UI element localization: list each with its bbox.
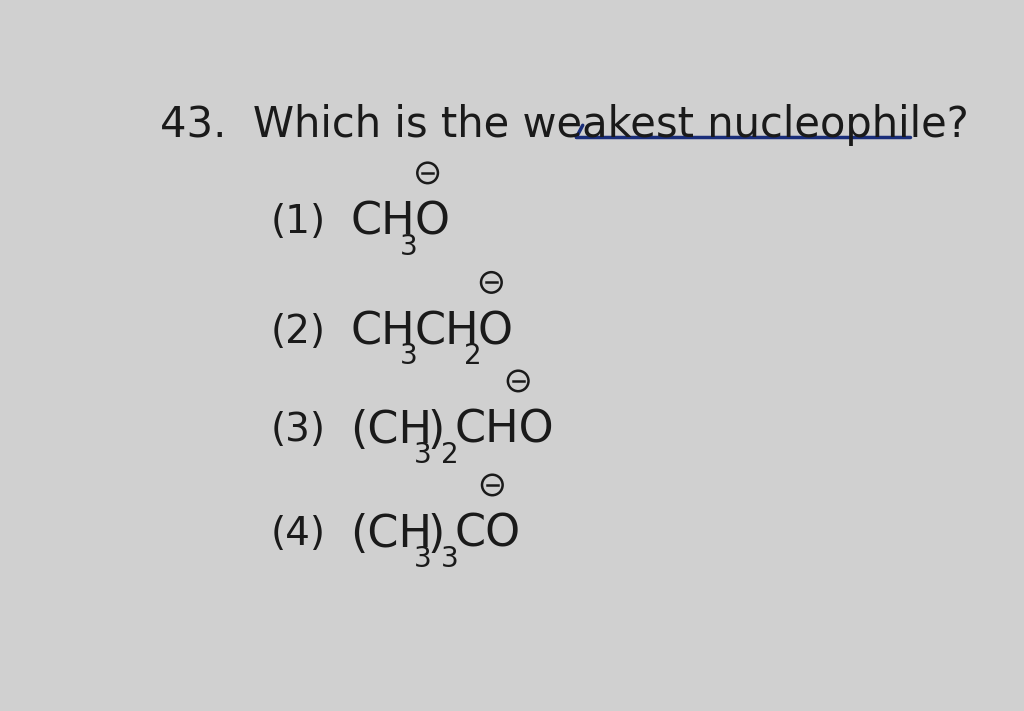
Text: O: O (478, 310, 513, 353)
Text: 3: 3 (441, 545, 459, 573)
Text: (1): (1) (270, 203, 326, 241)
Text: (4): (4) (270, 515, 326, 553)
Text: (CH: (CH (350, 513, 432, 556)
Text: ): ) (427, 409, 444, 451)
Text: 2: 2 (441, 441, 459, 469)
Text: 3: 3 (400, 232, 418, 261)
Text: CH: CH (350, 201, 415, 244)
Text: CH: CH (414, 310, 478, 353)
Text: (3): (3) (270, 411, 326, 449)
Text: ): ) (427, 513, 444, 556)
Text: 43.  Which is the weakest nucleophile?: 43. Which is the weakest nucleophile? (160, 105, 969, 146)
Text: CH: CH (350, 310, 415, 353)
Text: 3: 3 (400, 342, 418, 370)
Text: (2): (2) (270, 313, 326, 351)
Text: 3: 3 (414, 545, 431, 573)
Text: 2: 2 (464, 342, 481, 370)
Text: 3: 3 (414, 441, 431, 469)
Text: O: O (414, 201, 450, 244)
Text: (CH: (CH (350, 409, 432, 451)
Text: CO: CO (455, 513, 521, 556)
Text: CHO: CHO (455, 409, 554, 451)
